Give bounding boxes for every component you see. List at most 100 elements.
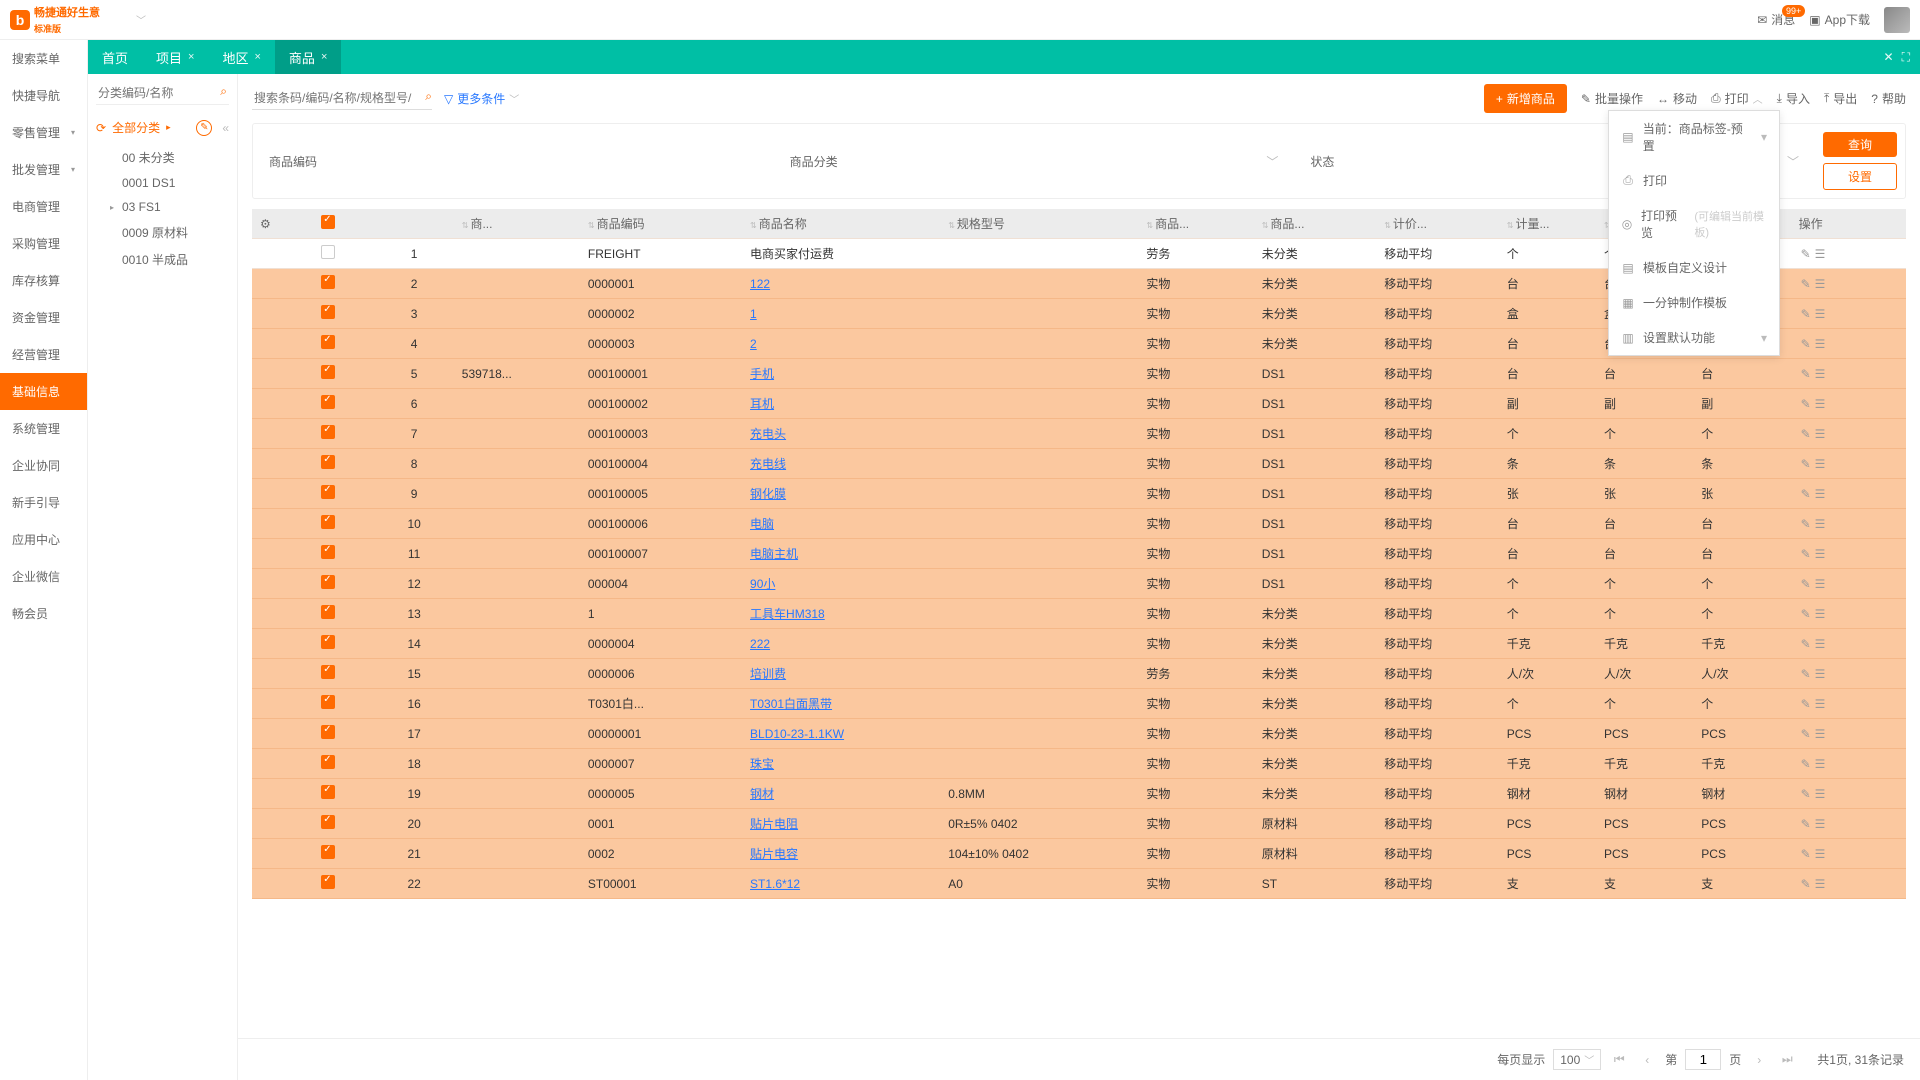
table-row[interactable]: 16T0301白...T0301白面黑带实物未分类移动平均个个个✎☰ (252, 689, 1906, 719)
product-name-link[interactable]: 钢化膜 (750, 487, 786, 501)
product-name-link[interactable]: 电脑 (750, 517, 774, 531)
row-checkbox[interactable] (321, 815, 335, 829)
sidebar-item[interactable]: 搜索菜单 (0, 40, 87, 77)
more-row-icon[interactable]: ☰ (1815, 517, 1826, 531)
edit-row-icon[interactable]: ✎ (1801, 457, 1811, 471)
row-checkbox[interactable] (321, 695, 335, 709)
tab-close-icon[interactable]: ✕ (1884, 50, 1894, 64)
page-input[interactable] (1685, 1049, 1721, 1070)
row-checkbox[interactable] (321, 455, 335, 469)
more-row-icon[interactable]: ☰ (1815, 877, 1826, 891)
popup-menu-item[interactable]: ▦一分钟制作模板 (1609, 285, 1779, 320)
table-row[interactable]: 1200000490小实物DS1移动平均个个个✎☰ (252, 569, 1906, 599)
table-row[interactable]: 1700000001BLD10-23-1.1KW实物未分类移动平均PCSPCSP… (252, 719, 1906, 749)
move-button[interactable]: ↔移动 (1657, 90, 1697, 107)
more-row-icon[interactable]: ☰ (1815, 787, 1826, 801)
product-name-link[interactable]: 贴片电阻 (750, 817, 798, 831)
sidebar-item[interactable]: 零售管理▾ (0, 114, 87, 151)
row-checkbox[interactable] (321, 335, 335, 349)
row-checkbox[interactable] (321, 725, 335, 739)
more-row-icon[interactable]: ☰ (1815, 847, 1826, 861)
product-name-link[interactable]: 222 (750, 637, 770, 651)
tab[interactable]: 商品× (275, 40, 341, 74)
row-checkbox[interactable] (321, 485, 335, 499)
table-row[interactable]: 5539718...000100001手机实物DS1移动平均台台台✎☰ (252, 359, 1906, 389)
next-page-button[interactable]: › (1749, 1050, 1769, 1070)
sidebar-item[interactable]: 电商管理 (0, 188, 87, 225)
table-row[interactable]: 190000005钢材0.8MM实物未分类移动平均钢材钢材钢材✎☰ (252, 779, 1906, 809)
sidebar-item[interactable]: 资金管理 (0, 299, 87, 336)
avatar[interactable] (1884, 7, 1910, 33)
more-row-icon[interactable]: ☰ (1815, 277, 1826, 291)
popup-menu-item[interactable]: ◎打印预览(可编辑当前模板) (1609, 198, 1779, 250)
table-row[interactable]: 210002贴片电容104±10% 0402实物原材料移动平均PCSPCSPCS… (252, 839, 1906, 869)
help-button[interactable]: ?帮助 (1871, 90, 1906, 107)
sidebar-item[interactable]: 系统管理 (0, 410, 87, 447)
row-checkbox[interactable] (321, 605, 335, 619)
popup-current-template[interactable]: ▤ 当前：商品标签-预置 ▾ (1609, 111, 1779, 163)
print-button[interactable]: ⎙打印︿ (1711, 90, 1763, 107)
search-icon[interactable]: ⌕ (425, 89, 432, 104)
edit-row-icon[interactable]: ✎ (1801, 517, 1811, 531)
category-search-input[interactable] (96, 82, 229, 105)
edit-row-icon[interactable]: ✎ (1801, 427, 1811, 441)
table-row[interactable]: 6000100002耳机实物DS1移动平均副副副✎☰ (252, 389, 1906, 419)
edit-row-icon[interactable]: ✎ (1801, 547, 1811, 561)
table-row[interactable]: 7000100003充电头实物DS1移动平均个个个✎☰ (252, 419, 1906, 449)
more-row-icon[interactable]: ☰ (1815, 637, 1826, 651)
product-name-link[interactable]: 耳机 (750, 397, 774, 411)
refresh-icon[interactable]: ⟳ (96, 121, 106, 135)
sidebar-item[interactable]: 快捷导航 (0, 77, 87, 114)
first-page-button[interactable]: ⏮ (1609, 1050, 1629, 1070)
row-checkbox[interactable] (321, 365, 335, 379)
category-item[interactable]: 00 未分类 (104, 144, 237, 171)
product-name-link[interactable]: 电脑主机 (750, 547, 798, 561)
tab[interactable]: 项目× (142, 40, 208, 74)
more-row-icon[interactable]: ☰ (1815, 397, 1826, 411)
category-item[interactable]: 0001 DS1 (104, 171, 237, 195)
product-name-link[interactable]: 充电头 (750, 427, 786, 441)
product-name-link[interactable]: 122 (750, 277, 770, 291)
sidebar-item[interactable]: 库存核算 (0, 262, 87, 299)
popup-menu-item[interactable]: ▥设置默认功能▾ (1609, 320, 1779, 355)
table-row[interactable]: 8000100004充电线实物DS1移动平均条条条✎☰ (252, 449, 1906, 479)
table-row[interactable]: 22ST00001ST1.6*12A0实物ST移动平均支支支✎☰ (252, 869, 1906, 899)
product-name-link[interactable]: 手机 (750, 367, 774, 381)
all-categories[interactable]: 全部分类 (112, 119, 160, 136)
more-row-icon[interactable]: ☰ (1815, 487, 1826, 501)
edit-row-icon[interactable]: ✎ (1801, 877, 1811, 891)
row-checkbox[interactable] (321, 875, 335, 889)
more-row-icon[interactable]: ☰ (1815, 577, 1826, 591)
row-checkbox[interactable] (321, 425, 335, 439)
perpage-select[interactable]: 100﹀ (1553, 1049, 1601, 1070)
export-button[interactable]: ⤒导出 (1824, 90, 1857, 107)
tab-close-icon[interactable]: × (321, 51, 327, 63)
more-row-icon[interactable]: ☰ (1815, 607, 1826, 621)
settings-button[interactable]: 设置 (1823, 163, 1897, 190)
table-row[interactable]: 9000100005钢化膜实物DS1移动平均张张张✎☰ (252, 479, 1906, 509)
tab-close-icon[interactable]: × (254, 51, 260, 63)
product-search-input[interactable] (252, 87, 432, 110)
category-item[interactable]: ▸03 FS1 (104, 195, 237, 219)
messages-button[interactable]: ✉ 消息 99+ (1757, 11, 1795, 28)
tab[interactable]: 地区× (208, 40, 274, 74)
company-selector[interactable]: ﹀ (130, 12, 146, 27)
edit-row-icon[interactable]: ✎ (1801, 757, 1811, 771)
table-row[interactable]: 10000100006电脑实物DS1移动平均台台台✎☰ (252, 509, 1906, 539)
last-page-button[interactable]: ⏭ (1777, 1050, 1797, 1070)
popup-menu-item[interactable]: ▤模板自定义设计 (1609, 250, 1779, 285)
product-name-link[interactable]: 贴片电容 (750, 847, 798, 861)
table-row[interactable]: 131工具车HM318实物未分类移动平均个个个✎☰ (252, 599, 1906, 629)
query-button[interactable]: 查询 (1823, 132, 1897, 157)
chevron-down-icon[interactable]: ﹀ (1266, 153, 1278, 170)
sidebar-item[interactable]: 批发管理▾ (0, 151, 87, 188)
row-checkbox[interactable] (321, 395, 335, 409)
more-row-icon[interactable]: ☰ (1815, 367, 1826, 381)
product-name-link[interactable]: 培训费 (750, 667, 786, 681)
batch-button[interactable]: ✎批量操作 (1581, 90, 1643, 107)
category-item[interactable]: 0010 半成品 (104, 246, 237, 273)
more-row-icon[interactable]: ☰ (1815, 667, 1826, 681)
edit-row-icon[interactable]: ✎ (1801, 367, 1811, 381)
search-icon[interactable]: ⌕ (220, 84, 227, 99)
prev-page-button[interactable]: ‹ (1637, 1050, 1657, 1070)
